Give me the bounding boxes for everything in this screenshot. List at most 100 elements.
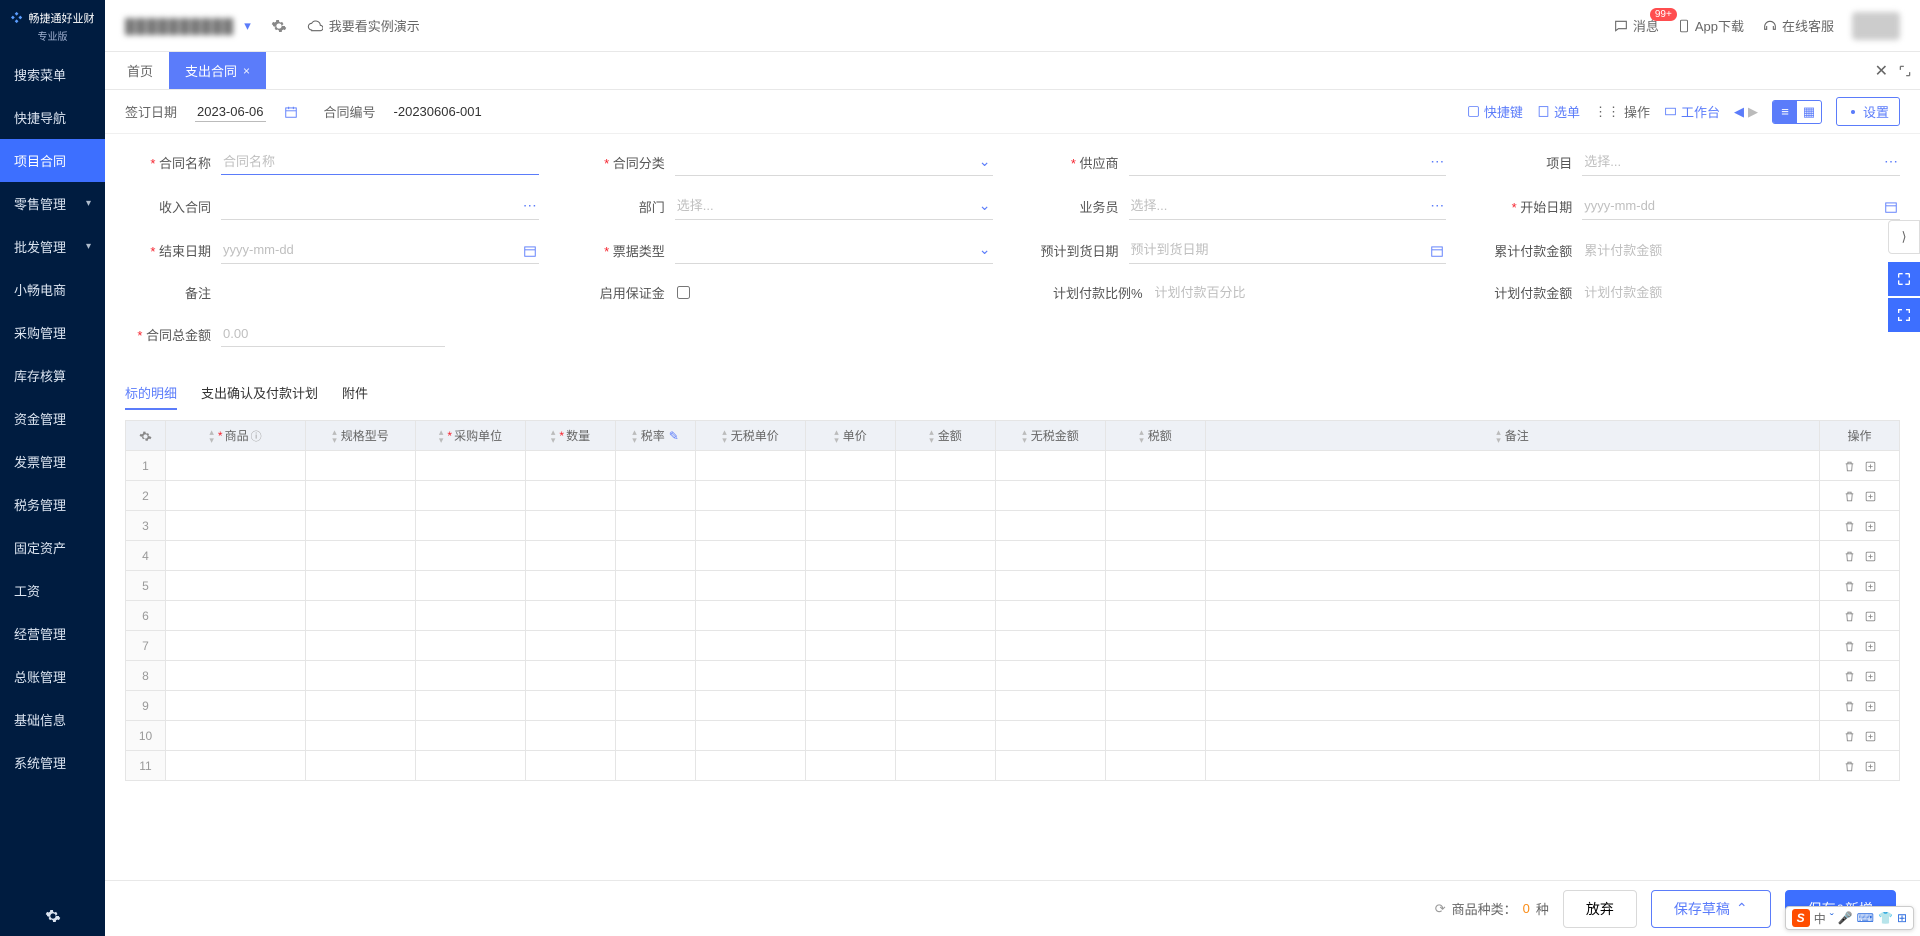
settings-icon[interactable] <box>0 895 105 936</box>
table-row[interactable]: 8 <box>126 661 1900 691</box>
col-rate[interactable]: ▴▾税率✎ <box>616 421 696 451</box>
sidebar-item[interactable]: 零售管理▾ <box>0 182 105 225</box>
dept-input[interactable] <box>677 198 973 213</box>
col-notax-amount[interactable]: ▴▾无税金额 <box>996 421 1106 451</box>
rail-expand1-icon[interactable] <box>1888 262 1920 296</box>
add-row-icon[interactable] <box>1864 518 1877 532</box>
category-input[interactable] <box>677 154 973 169</box>
table-row[interactable]: 11 <box>126 751 1900 781</box>
edit-icon[interactable]: ✎ <box>669 429 679 443</box>
col-product[interactable]: ▴▾*商品ⓘ <box>166 421 306 451</box>
eta-input[interactable] <box>1131 242 1425 257</box>
next-doc-icon[interactable]: ▶ <box>1748 104 1758 120</box>
user-avatar[interactable] <box>1852 12 1900 40</box>
add-row-icon[interactable] <box>1864 728 1877 742</box>
expand-icon[interactable] <box>1898 63 1912 79</box>
chevron-down-icon[interactable]: ⌄ <box>979 153 991 170</box>
operate-button[interactable]: ⋮⋮操作 <box>1594 102 1650 121</box>
more-icon[interactable]: ⋯ <box>1430 197 1444 214</box>
calendar-icon[interactable] <box>1430 241 1444 257</box>
sidebar-item[interactable]: 项目合同 <box>0 139 105 182</box>
col-amount[interactable]: ▴▾金额 <box>896 421 996 451</box>
calendar-icon[interactable] <box>523 241 537 257</box>
chevron-down-icon[interactable]: ⌄ <box>979 197 991 214</box>
select-doc-button[interactable]: 选单 <box>1537 102 1580 121</box>
grid-gear-icon[interactable] <box>126 421 166 451</box>
sidebar-item[interactable]: 批发管理▾ <box>0 225 105 268</box>
sidebar-item[interactable]: 发票管理 <box>0 440 105 483</box>
table-row[interactable]: 5 <box>126 571 1900 601</box>
ime-toolbar[interactable]: S 中ˇ 🎤 ⌨ 👕 ⊞ <box>1785 906 1914 930</box>
list-view-icon[interactable]: ≡ <box>1773 101 1797 123</box>
delete-row-icon[interactable] <box>1843 638 1856 652</box>
help-icon[interactable]: ⓘ <box>251 431 262 443</box>
delete-row-icon[interactable] <box>1843 728 1856 742</box>
org-selector[interactable]: ██████████ ▾ <box>125 18 251 34</box>
add-row-icon[interactable] <box>1864 758 1877 772</box>
tab-attach[interactable]: 附件 <box>342 383 368 410</box>
table-row[interactable]: 10 <box>126 721 1900 751</box>
supplier-input[interactable] <box>1131 154 1425 169</box>
more-icon[interactable]: ⋯ <box>1430 153 1444 170</box>
settings-button[interactable]: 设置 <box>1836 97 1900 126</box>
col-tax[interactable]: ▴▾税额 <box>1106 421 1206 451</box>
remark-input[interactable] <box>223 285 537 300</box>
support-button[interactable]: 在线客服 <box>1762 16 1834 35</box>
app-download-button[interactable]: App下载 <box>1677 16 1744 35</box>
delete-row-icon[interactable] <box>1843 578 1856 592</box>
add-row-icon[interactable] <box>1864 638 1877 652</box>
name-input[interactable] <box>223 154 537 169</box>
sign-date-field[interactable]: 2023-06-06 <box>195 102 266 122</box>
delete-row-icon[interactable] <box>1843 518 1856 532</box>
col-price[interactable]: ▴▾单价 <box>806 421 896 451</box>
sidebar-item[interactable]: 快捷导航 <box>0 96 105 139</box>
sidebar-item[interactable]: 固定资产 <box>0 526 105 569</box>
table-row[interactable]: 1 <box>126 451 1900 481</box>
prev-doc-icon[interactable]: ◀ <box>1734 104 1744 120</box>
plan-pct-input[interactable] <box>1155 285 1445 300</box>
rail-expand2-icon[interactable] <box>1888 298 1920 332</box>
add-row-icon[interactable] <box>1864 668 1877 682</box>
table-row[interactable]: 6 <box>126 601 1900 631</box>
plan-amt-input[interactable] <box>1584 285 1898 300</box>
invoice-type-input[interactable] <box>677 242 973 257</box>
more-icon[interactable]: ⋯ <box>523 197 537 214</box>
add-row-icon[interactable] <box>1864 458 1877 472</box>
add-row-icon[interactable] <box>1864 698 1877 712</box>
sidebar-item[interactable]: 小畅电商 <box>0 268 105 311</box>
delete-row-icon[interactable] <box>1843 668 1856 682</box>
add-row-icon[interactable] <box>1864 488 1877 502</box>
delete-row-icon[interactable] <box>1843 548 1856 562</box>
sidebar-item[interactable]: 采购管理 <box>0 311 105 354</box>
rail-collapse-icon[interactable]: ⟩ <box>1888 220 1920 254</box>
col-remark[interactable]: ▴▾备注 <box>1206 421 1820 451</box>
shortcut-button[interactable]: 快捷键 <box>1467 102 1523 121</box>
total-input[interactable] <box>223 326 443 341</box>
demo-link[interactable]: 我要看实例演示 <box>307 16 420 35</box>
close-all-icon[interactable]: ✕ <box>1875 61 1888 81</box>
paid-total-input[interactable] <box>1584 243 1898 258</box>
delete-row-icon[interactable] <box>1843 698 1856 712</box>
tab-items[interactable]: 标的明细 <box>125 383 177 410</box>
table-row[interactable]: 9 <box>126 691 1900 721</box>
messages-button[interactable]: 消息 99+ <box>1613 16 1659 35</box>
sidebar-item[interactable]: 资金管理 <box>0 397 105 440</box>
col-notax-price[interactable]: ▴▾无税单价 <box>696 421 806 451</box>
sidebar-item[interactable]: 总账管理 <box>0 655 105 698</box>
tab-home[interactable]: 首页 <box>111 52 169 89</box>
col-unit[interactable]: ▴▾*采购单位 <box>416 421 526 451</box>
col-qty[interactable]: ▴▾*数量 <box>526 421 616 451</box>
delete-row-icon[interactable] <box>1843 608 1856 622</box>
delete-row-icon[interactable] <box>1843 458 1856 472</box>
refresh-icon[interactable]: ⟳ <box>1435 901 1446 917</box>
add-row-icon[interactable] <box>1864 578 1877 592</box>
table-row[interactable]: 4 <box>126 541 1900 571</box>
delete-row-icon[interactable] <box>1843 488 1856 502</box>
workbench-button[interactable]: 工作台 <box>1664 102 1720 121</box>
calendar-icon[interactable] <box>284 104 298 120</box>
start-date-input[interactable] <box>1584 198 1878 213</box>
more-icon[interactable]: ⋯ <box>1884 153 1898 170</box>
table-row[interactable]: 3 <box>126 511 1900 541</box>
delete-row-icon[interactable] <box>1843 758 1856 772</box>
sidebar-item[interactable]: 基础信息 <box>0 698 105 741</box>
